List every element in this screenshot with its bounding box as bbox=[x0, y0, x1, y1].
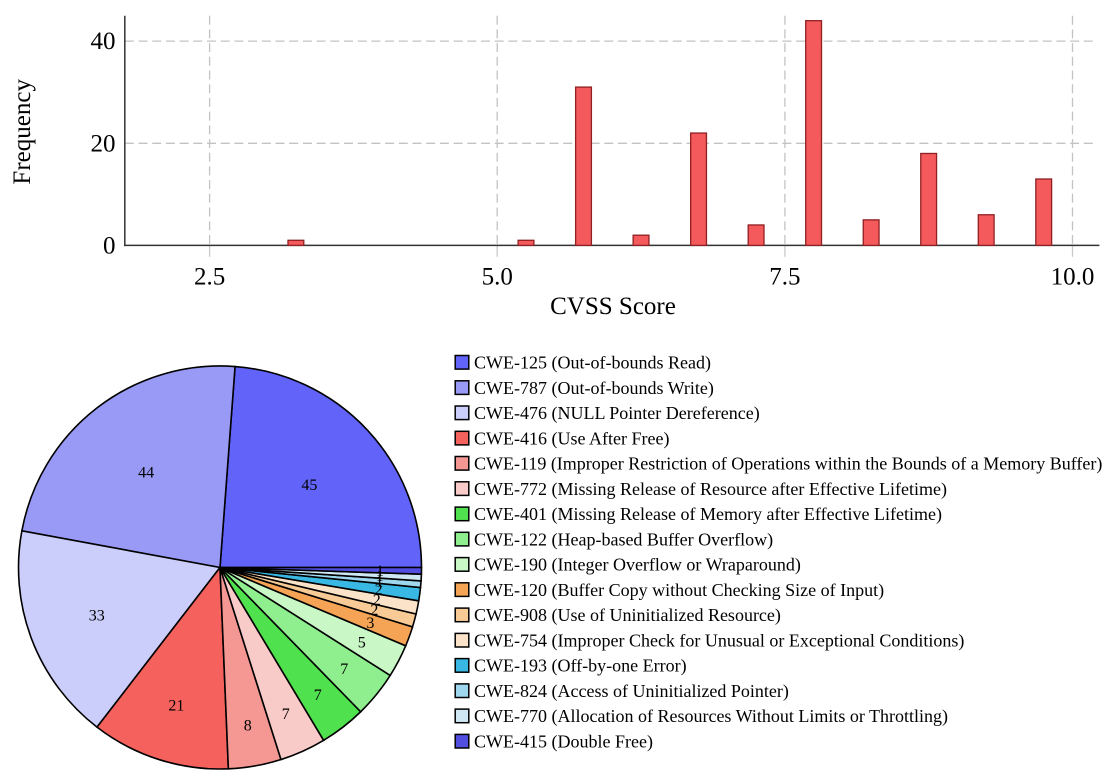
svg-text:CWE-125 (Out-of-bounds Read): CWE-125 (Out-of-bounds Read) bbox=[474, 353, 711, 374]
svg-text:CWE-119 (Improper Restriction: CWE-119 (Improper Restriction of Operati… bbox=[474, 454, 1102, 475]
svg-text:CWE-120 (Buffer Copy without C: CWE-120 (Buffer Copy without Checking Si… bbox=[474, 580, 884, 601]
svg-text:20: 20 bbox=[91, 130, 116, 157]
svg-text:21: 21 bbox=[168, 697, 184, 714]
svg-text:CWE-122 (Heap-based Buffer Ove: CWE-122 (Heap-based Buffer Overflow) bbox=[474, 529, 773, 550]
svg-text:1: 1 bbox=[375, 573, 383, 590]
svg-text:0: 0 bbox=[103, 233, 116, 260]
svg-text:44: 44 bbox=[138, 464, 154, 481]
svg-text:7.5: 7.5 bbox=[769, 264, 800, 291]
svg-text:8: 8 bbox=[244, 718, 252, 735]
svg-text:7: 7 bbox=[282, 706, 290, 723]
svg-text:1: 1 bbox=[376, 568, 384, 585]
svg-text:1: 1 bbox=[376, 563, 384, 580]
svg-text:2.5: 2.5 bbox=[194, 264, 225, 291]
svg-text:CWE-787 (Out-of-bounds Write): CWE-787 (Out-of-bounds Write) bbox=[474, 378, 714, 399]
svg-text:33: 33 bbox=[89, 607, 105, 624]
svg-text:2: 2 bbox=[370, 602, 378, 619]
svg-text:CWE-416 (Use After Free): CWE-416 (Use After Free) bbox=[474, 428, 669, 449]
svg-text:CWE-401 (Missing Release of Me: CWE-401 (Missing Release of Memory after… bbox=[474, 504, 942, 525]
svg-text:40: 40 bbox=[91, 28, 116, 55]
svg-text:CWE-772 (Missing Release of Re: CWE-772 (Missing Release of Resource aft… bbox=[474, 479, 947, 500]
svg-text:10.0: 10.0 bbox=[1051, 264, 1095, 291]
svg-text:5: 5 bbox=[358, 634, 366, 651]
svg-text:Frequency: Frequency bbox=[9, 79, 36, 185]
svg-text:2: 2 bbox=[375, 581, 383, 598]
svg-text:5.0: 5.0 bbox=[482, 264, 513, 291]
svg-text:CVSS Score: CVSS Score bbox=[550, 293, 676, 320]
svg-text:CWE-908 (Use of Uninitialized: CWE-908 (Use of Uninitialized Resource) bbox=[474, 605, 781, 626]
svg-text:7: 7 bbox=[314, 687, 322, 704]
svg-text:CWE-824 (Access of Uninitializ: CWE-824 (Access of Uninitialized Pointer… bbox=[474, 681, 789, 702]
svg-text:CWE-190 (Integer Overflow or W: CWE-190 (Integer Overflow or Wraparound) bbox=[474, 555, 801, 576]
svg-text:7: 7 bbox=[340, 661, 348, 678]
svg-text:CWE-193 (Off-by-one Error): CWE-193 (Off-by-one Error) bbox=[474, 656, 687, 677]
svg-text:2: 2 bbox=[373, 592, 381, 609]
svg-text:45: 45 bbox=[301, 477, 317, 494]
svg-text:CWE-754 (Improper Check for Un: CWE-754 (Improper Check for Unusual or E… bbox=[474, 630, 964, 651]
svg-text:CWE-770 (Allocation of Resourc: CWE-770 (Allocation of Resources Without… bbox=[474, 706, 948, 727]
svg-text:CWE-415 (Double Free): CWE-415 (Double Free) bbox=[474, 731, 653, 752]
svg-text:3: 3 bbox=[366, 615, 374, 632]
svg-text:CWE-476 (NULL Pointer Derefere: CWE-476 (NULL Pointer Dereference) bbox=[474, 403, 760, 424]
